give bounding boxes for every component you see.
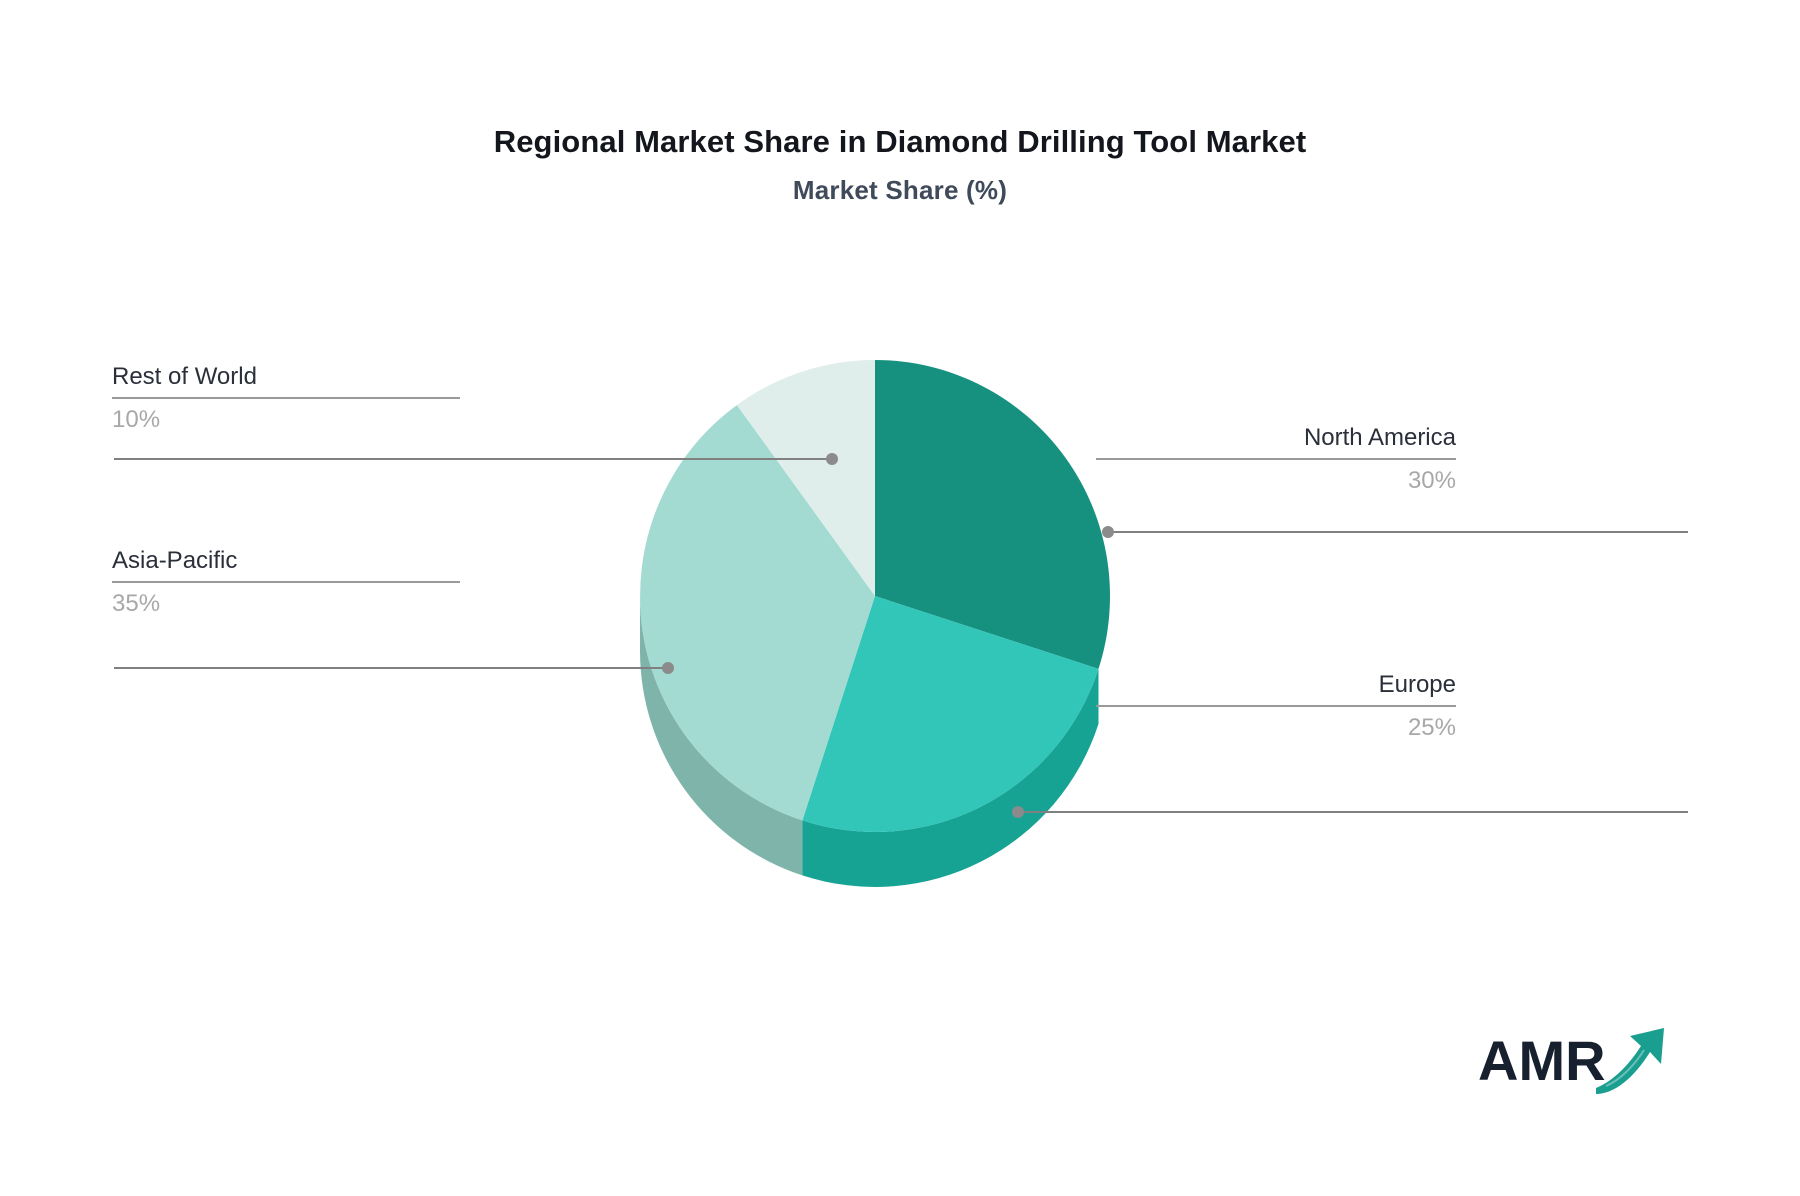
- callout-rule: [1096, 458, 1456, 460]
- pie-slice-asia-pacific: [640, 405, 875, 821]
- callout-asia-pacific: Asia-Pacific 35%: [112, 546, 460, 619]
- page-title: Regional Market Share in Diamond Drillin…: [493, 124, 1307, 159]
- callout-rule: [1096, 705, 1456, 707]
- amr-logo: AMR: [1478, 1022, 1668, 1100]
- pie-chart-svg: [640, 360, 1110, 887]
- callout-north-america: North America 30%: [1096, 423, 1456, 496]
- chart-subtitle: Market Share (%): [792, 175, 1008, 206]
- callout-label-asia-pacific: Asia-Pacific: [112, 547, 238, 574]
- callout-europe: Europe 25%: [1096, 670, 1456, 743]
- pie-side-europe: [802, 668, 1099, 887]
- callout-value-rest-of-world: 10%: [112, 406, 161, 433]
- pie-top-face: [640, 360, 1110, 832]
- amr-logo-text: AMR: [1478, 1029, 1606, 1092]
- callout-label-rest-of-world: Rest of World: [112, 363, 257, 390]
- title-block: Regional Market Share in Diamond Drillin…: [0, 124, 1800, 206]
- growth-arrow-icon: [1596, 1028, 1664, 1094]
- pie-chart: [555, 360, 1195, 960]
- amr-logo-svg: AMR: [1478, 1028, 1664, 1094]
- callout-rest-of-world: Rest of World 10%: [112, 362, 460, 435]
- callout-value-north-america: 30%: [1407, 467, 1456, 494]
- callout-rule: [112, 397, 460, 399]
- pie-slice-north-america: [875, 360, 1110, 669]
- pie-slice-europe: [802, 596, 1099, 832]
- callout-label-europe: Europe: [1378, 671, 1456, 698]
- callout-label-north-america: North America: [1303, 424, 1456, 451]
- callout-value-europe: 25%: [1407, 714, 1456, 741]
- pie-slice-rest-of-world: [736, 360, 875, 596]
- pie-depth-band: [640, 596, 1099, 887]
- callout-rule: [112, 581, 460, 583]
- pie-side-asia-pacific: [640, 596, 803, 876]
- callout-value-asia-pacific: 35%: [112, 590, 161, 617]
